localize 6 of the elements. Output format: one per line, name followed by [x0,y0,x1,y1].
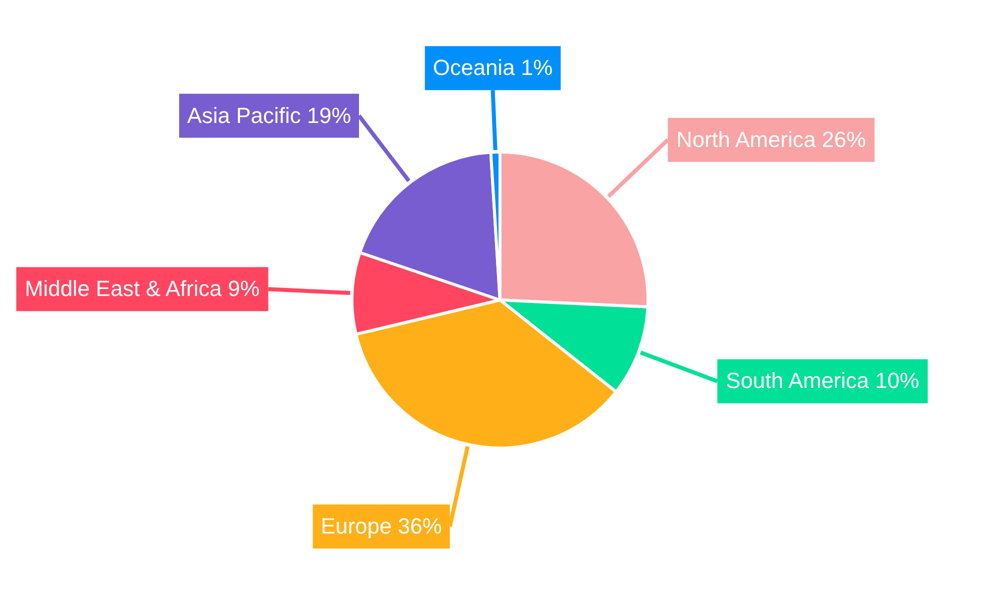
slice-label: Oceania 1% [432,55,553,80]
slice-label: Middle East & Africa 9% [24,276,260,302]
slice-label: Europe 36% [320,514,442,539]
slice-label: Asia Pacific 19% [187,102,352,128]
slice-label: South America 10% [726,368,920,394]
slice-label: North America 26% [676,126,866,152]
